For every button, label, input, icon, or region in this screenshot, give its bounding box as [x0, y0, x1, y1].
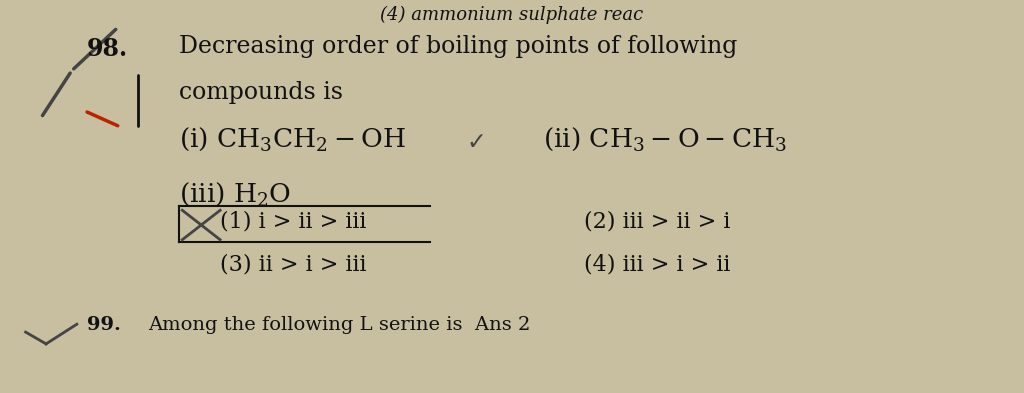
- Text: 99.: 99.: [87, 316, 121, 334]
- Text: compounds is: compounds is: [179, 81, 343, 104]
- Text: (4) ammonium sulphate reac: (4) ammonium sulphate reac: [380, 6, 644, 24]
- Text: 98.: 98.: [87, 37, 128, 61]
- Text: (2) iii > ii > i: (2) iii > ii > i: [584, 210, 730, 232]
- Text: Decreasing order of boiling points of following: Decreasing order of boiling points of fo…: [179, 35, 737, 59]
- Text: Among the following L serine is  Ans 2: Among the following L serine is Ans 2: [148, 316, 530, 334]
- Text: (i) $\mathregular{CH_3CH_2-OH}$: (i) $\mathregular{CH_3CH_2-OH}$: [179, 126, 406, 153]
- Text: (3) ii > i > iii: (3) ii > i > iii: [220, 253, 367, 275]
- Text: (ii) $\mathregular{CH_3-O-CH_3}$: (ii) $\mathregular{CH_3-O-CH_3}$: [543, 126, 786, 153]
- Text: $\checkmark$: $\checkmark$: [466, 129, 483, 152]
- Text: (1) i > ii > iii: (1) i > ii > iii: [220, 210, 367, 232]
- Text: (iii) $\mathregular{H_2O}$: (iii) $\mathregular{H_2O}$: [179, 181, 292, 208]
- Text: (4) iii > i > ii: (4) iii > i > ii: [584, 253, 730, 275]
